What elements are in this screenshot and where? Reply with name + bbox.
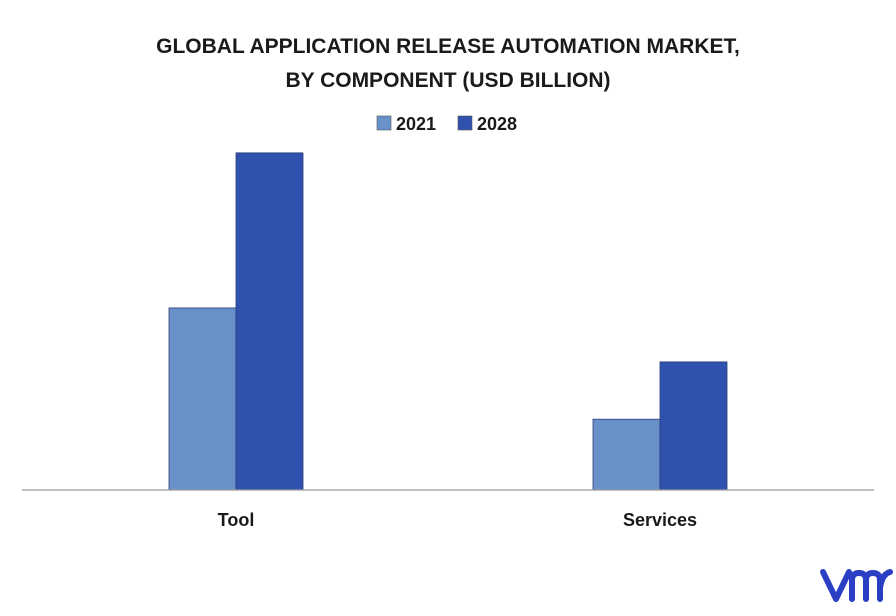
legend-label-2028: 2028: [477, 114, 517, 134]
legend: 2021 2028: [376, 114, 517, 134]
legend-swatch-2021: [376, 115, 392, 131]
category-label-services: Services: [623, 510, 697, 530]
bar-services-2028: [659, 361, 728, 491]
vmr-logo-v: [820, 569, 852, 602]
bars: [168, 152, 728, 491]
vmr-logo-r: [877, 569, 893, 591]
vmr-logo: [820, 569, 893, 602]
category-label-tool: Tool: [218, 510, 255, 530]
chart-title-line-2: BY COMPONENT (USD BILLION): [285, 69, 610, 92]
chart-title-line-1: GLOBAL APPLICATION RELEASE AUTOMATION MA…: [156, 35, 740, 58]
bar-services-2021: [592, 418, 661, 491]
bar-tool-2021: [168, 307, 237, 491]
legend-swatch-2028: [457, 115, 473, 131]
vmr-logo-m: [849, 570, 883, 602]
legend-label-2021: 2021: [396, 114, 436, 134]
bar-tool-2028: [235, 152, 304, 491]
